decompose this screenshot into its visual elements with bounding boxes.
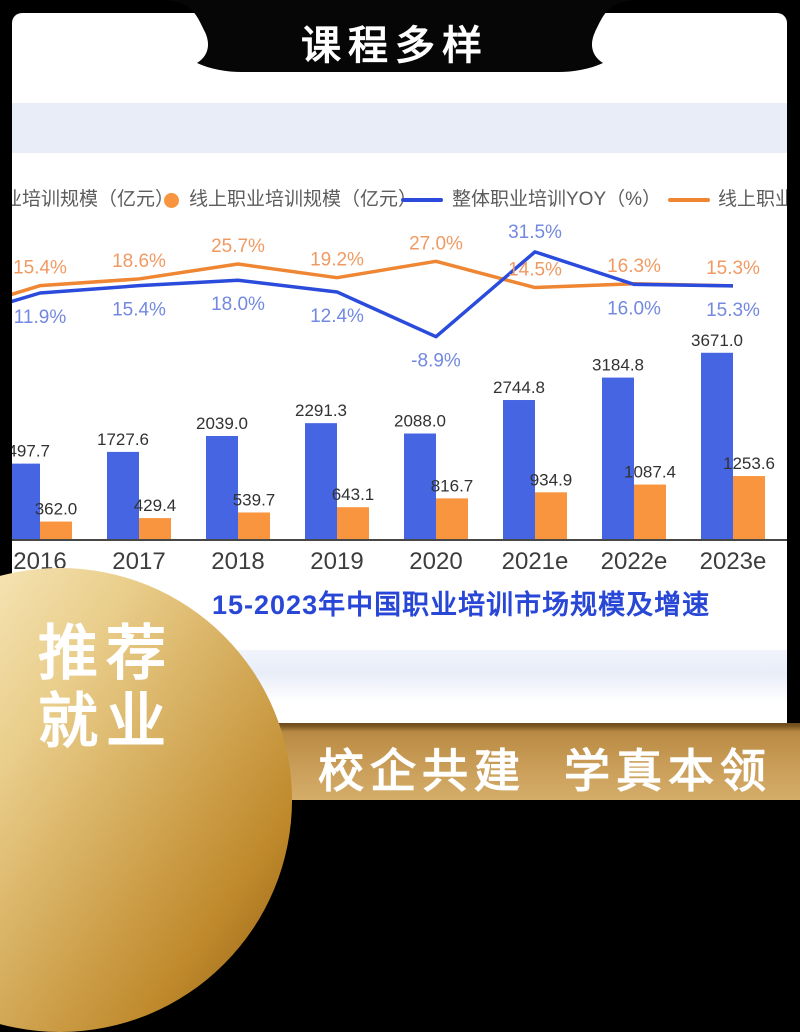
svg-text:18.6%: 18.6% [112, 251, 166, 272]
legend-line-marker [668, 198, 710, 202]
svg-text:19.2%: 19.2% [310, 250, 364, 271]
total-yoy-labels: 11.9% 15.4% 18.0% 12.4% -8.9% 31.5% 16.0% 15.3% [14, 222, 760, 372]
svg-text:816.7: 816.7 [431, 476, 474, 495]
bar-total [404, 433, 436, 540]
svg-text:2021e: 2021e [502, 548, 569, 575]
svg-text:31.5%: 31.5% [508, 222, 562, 243]
svg-text:2291.3: 2291.3 [295, 401, 347, 420]
svg-text:362.0: 362.0 [35, 500, 78, 519]
online-yoy-labels: 15.4% 18.6% 25.7% 19.2% 27.0% 14.5% 16.3% 15.3% [13, 233, 760, 280]
svg-text:1727.6: 1727.6 [97, 430, 149, 449]
svg-text:3671.0: 3671.0 [691, 331, 743, 350]
svg-text:15.3%: 15.3% [706, 300, 760, 321]
svg-text:27.0%: 27.0% [409, 233, 463, 254]
bar-total [206, 436, 238, 540]
bar-online [733, 476, 765, 540]
svg-text:2017: 2017 [112, 548, 165, 575]
footer-slogan: 校企共建 学真本领 [318, 735, 772, 801]
svg-text:2088.0: 2088.0 [394, 412, 446, 431]
svg-text:15.3%: 15.3% [706, 258, 760, 279]
svg-text:18.0%: 18.0% [211, 294, 265, 315]
legend-label: 线上职业培训规模（亿元） [189, 189, 418, 210]
svg-text:1087.4: 1087.4 [624, 463, 676, 482]
svg-text:1497.7: 1497.7 [0, 442, 50, 461]
svg-text:2744.8: 2744.8 [493, 378, 545, 397]
svg-text:3184.8: 3184.8 [592, 356, 644, 375]
banner-ribbon-shape [158, 0, 642, 72]
legend-label: 整体职业培训YOY（%） [452, 189, 662, 210]
svg-text:2039.0: 2039.0 [196, 414, 248, 433]
frame-left [0, 13, 12, 730]
svg-text:25.7%: 25.7% [211, 236, 265, 257]
bar-online [139, 518, 171, 540]
svg-text:14.5%: 14.5% [508, 260, 562, 281]
chart-legend: 业培训规模（亿元） 线上职业培训规模（亿元） 整体职业培训YOY（%） 线上职业培 [0, 186, 800, 214]
svg-text:2018: 2018 [211, 548, 264, 575]
svg-text:16.0%: 16.0% [607, 298, 661, 319]
legend-label: 线上职业培 [718, 189, 800, 210]
svg-text:12.4%: 12.4% [310, 306, 364, 327]
svg-text:2019: 2019 [310, 548, 363, 575]
bar-online [238, 512, 270, 540]
bar-online [337, 507, 369, 540]
bar-total [701, 352, 733, 540]
coin-slogan-line1: 推荐 [38, 620, 174, 687]
svg-text:16.3%: 16.3% [607, 256, 661, 277]
svg-text:539.7: 539.7 [233, 490, 276, 509]
svg-text:2020: 2020 [409, 548, 462, 575]
banner-title: 课程多样 [301, 24, 489, 68]
svg-text:15.4%: 15.4% [112, 300, 166, 321]
svg-text:11.9%: 11.9% [14, 307, 67, 328]
bar-online [436, 498, 468, 540]
svg-text:643.1: 643.1 [332, 485, 375, 504]
bar-online [634, 484, 666, 540]
frame-right [787, 13, 800, 723]
svg-text:2023e: 2023e [700, 548, 767, 575]
svg-text:934.9: 934.9 [530, 470, 573, 489]
bar-online [535, 492, 567, 540]
market-size-chart: 1497.7 362.0 1727.6 429.4 2039.0 539.7 2291.3 6… [0, 222, 787, 575]
bar-online [40, 521, 72, 540]
header-banner: 课程多样 [150, 0, 650, 82]
bar-total [305, 423, 337, 540]
line-total-yoy [0, 250, 734, 339]
legend-label: 业培训规模（亿元） [3, 189, 175, 210]
line-online-yoy [0, 259, 734, 300]
bar-total [8, 463, 40, 540]
svg-text:2022e: 2022e [601, 548, 668, 575]
top-light-band [12, 103, 787, 153]
footer-slogan-2: 学真本领 [564, 745, 772, 797]
bar-total [107, 451, 139, 540]
svg-text:15.4%: 15.4% [13, 258, 67, 279]
bars-group [8, 352, 765, 540]
bar-value-labels: 1497.7 362.0 1727.6 429.4 2039.0 539.7 2291.3 6… [0, 331, 775, 519]
coin-slogan-line2: 就业 [38, 688, 174, 755]
chart-title: 15-2023年中国职业培训市场规模及增速 [212, 590, 711, 620]
footer-slogan-1: 校企共建 [318, 745, 526, 797]
legend-line-marker [401, 198, 443, 202]
coin-slogan: 推荐 就业 [38, 620, 174, 756]
legend-dot-marker [164, 193, 179, 208]
svg-text:1253.6: 1253.6 [723, 454, 775, 473]
svg-text:429.4: 429.4 [134, 496, 177, 515]
bar-total [602, 377, 634, 540]
svg-text:-8.9%: -8.9% [411, 351, 461, 372]
x-axis-labels: 2016 2017 2018 2019 2020 2021e 2022e 2023e [13, 548, 766, 575]
bar-total [503, 400, 535, 540]
